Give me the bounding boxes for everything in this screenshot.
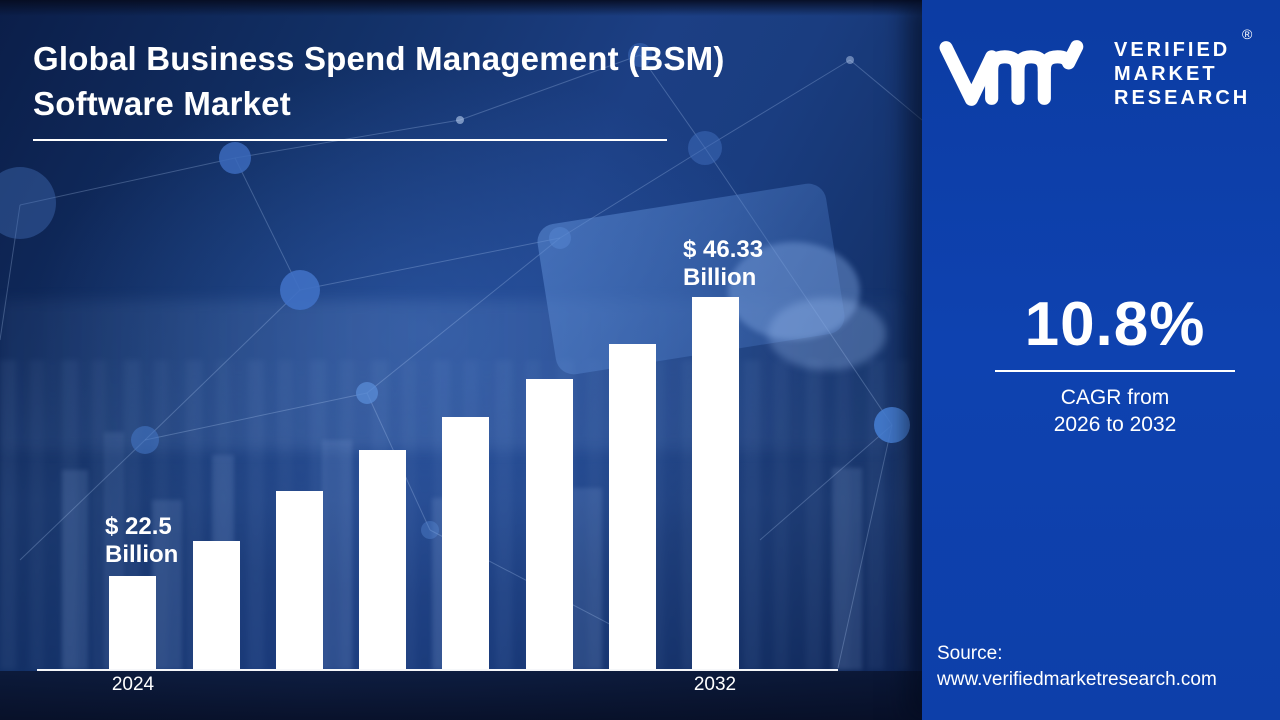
brand-panel: VERIFIED MARKET RESEARCH ® 10.8% CAGR fr… <box>922 0 1280 720</box>
brand-name-line2: MARKET <box>1114 63 1218 85</box>
last-bar-value-label: $ 46.33 Billion <box>683 236 763 292</box>
cagr-underline <box>995 370 1235 372</box>
bar-2032 <box>692 297 739 669</box>
brand-name: VERIFIED MARKET RESEARCH <box>1114 38 1250 110</box>
source-block: Source: www.verifiedmarketresearch.com <box>937 641 1217 693</box>
first-bar-unit: Billion <box>105 541 179 568</box>
page-title-line2: Software Market <box>33 85 291 122</box>
bar-index-6 <box>526 379 573 669</box>
registered-trademark-icon: ® <box>1242 26 1253 42</box>
page-title-line1: Global Business Spend Management (BSM) <box>33 40 725 77</box>
hand-silhouette <box>728 242 860 340</box>
first-bar-value: $ 22.5 <box>105 513 172 540</box>
city-tower <box>832 468 862 670</box>
bar-2024 <box>109 576 156 669</box>
source-label: Source: <box>937 643 1003 664</box>
vmr-logo-icon <box>939 40 1084 106</box>
cagr-caption-line1: CAGR from <box>1060 386 1170 409</box>
bar-index-5 <box>442 417 489 669</box>
last-bar-value: $ 46.33 <box>683 236 764 263</box>
hand-silhouette <box>768 298 886 370</box>
bar-index-2 <box>193 541 240 669</box>
x-axis-label-2032: 2032 <box>693 674 737 695</box>
cagr-caption-line2: 2026 to 2032 <box>1053 413 1177 436</box>
top-vignette <box>0 0 922 16</box>
page-title: Global Business Spend Management (BSM) S… <box>33 36 893 126</box>
first-bar-value-label: $ 22.5 Billion <box>105 513 178 569</box>
bottom-vignette <box>0 671 922 720</box>
brand-name-line1: VERIFIED <box>1114 39 1231 61</box>
x-axis-label-2024: 2024 <box>111 674 155 695</box>
bar-chart <box>109 297 741 669</box>
city-tower <box>572 488 602 670</box>
city-tower <box>152 500 182 670</box>
bar-index-7 <box>609 344 656 669</box>
cagr-caption: CAGR from 2026 to 2032 <box>995 384 1235 438</box>
last-bar-unit: Billion <box>683 264 757 291</box>
cagr-value: 10.8% <box>1024 290 1206 359</box>
x-axis-line <box>37 669 838 671</box>
bar-index-4 <box>359 450 406 669</box>
bar-index-3 <box>276 491 323 669</box>
city-tower <box>62 470 88 670</box>
source-url[interactable]: www.verifiedmarketresearch.com <box>937 669 1217 690</box>
title-underline <box>33 139 667 141</box>
city-tower <box>322 440 352 670</box>
brand-name-line3: RESEARCH <box>1114 87 1251 109</box>
cagr-block: 10.8% CAGR from 2026 to 2032 <box>995 292 1235 438</box>
